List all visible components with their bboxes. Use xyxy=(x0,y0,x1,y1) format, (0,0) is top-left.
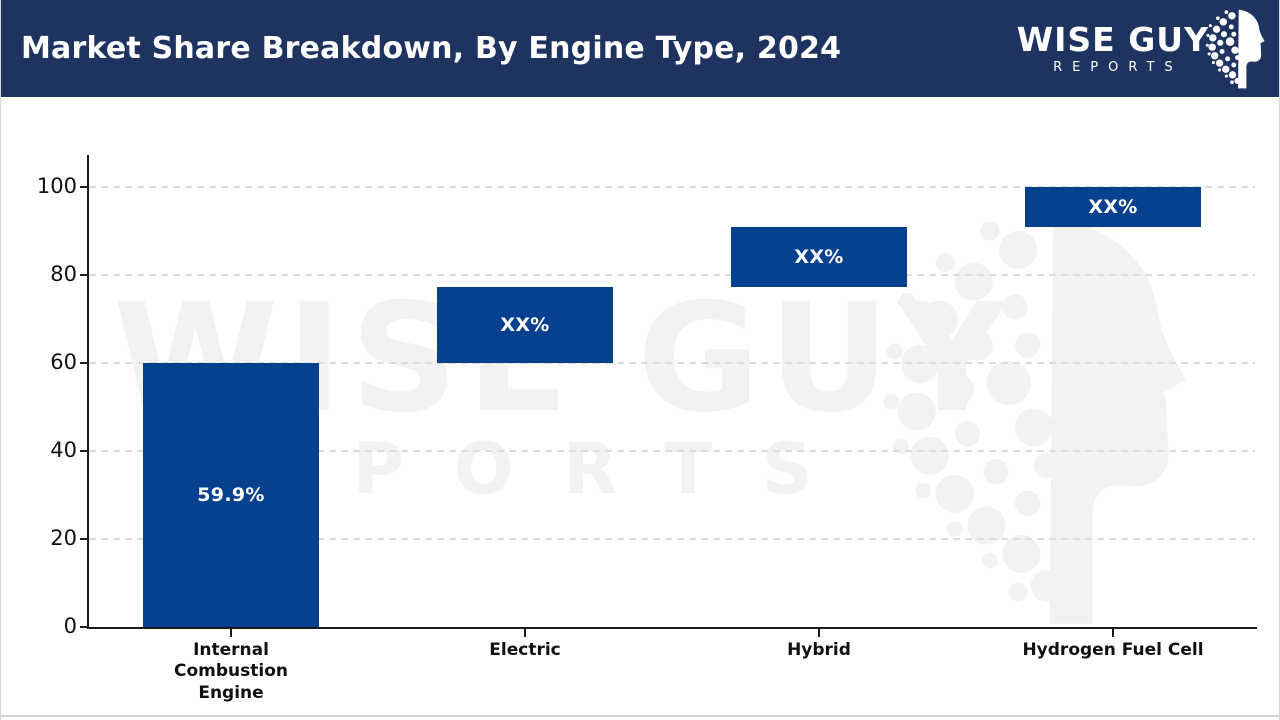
x-category-label: Hybrid xyxy=(787,640,851,660)
y-tick-label: 40 xyxy=(50,438,77,462)
x-tick-mark xyxy=(818,628,820,637)
waterfall-bar: XX% xyxy=(437,286,613,363)
brand-head-icon xyxy=(1205,9,1265,88)
x-category-label: Hydrogen Fuel Cell xyxy=(1022,640,1204,660)
brand-logo: WISE GUY REPORTS xyxy=(1017,7,1267,91)
y-gridline xyxy=(89,186,1255,188)
y-gridline xyxy=(89,450,1255,452)
header-bar: Market Share Breakdown, By Engine Type, … xyxy=(1,0,1279,97)
y-tick-mark xyxy=(80,186,89,188)
y-tick-label: 20 xyxy=(50,526,77,550)
y-tick-label: 60 xyxy=(50,350,77,374)
y-gridline xyxy=(89,538,1255,540)
waterfall-bar: XX% xyxy=(1025,187,1201,228)
waterfall-bar: 59.9% xyxy=(143,363,319,627)
x-tick-mark xyxy=(524,628,526,637)
bar-value-label: XX% xyxy=(500,313,550,336)
bar-value-label: XX% xyxy=(1088,196,1138,219)
brand-logo-text: WISE GUY REPORTS xyxy=(1017,23,1209,75)
y-tick-mark xyxy=(80,538,89,540)
brand-subname: REPORTS xyxy=(1053,59,1183,75)
y-tick-label: 80 xyxy=(50,262,77,286)
y-tick-mark xyxy=(80,274,89,276)
x-tick-mark xyxy=(230,628,232,637)
y-tick-mark xyxy=(80,450,89,452)
y-tick-label: 0 xyxy=(63,614,77,638)
x-axis-line xyxy=(87,627,1257,629)
y-tick-mark xyxy=(80,362,89,364)
x-category-label: Internal Combustion Engine xyxy=(174,640,288,703)
brand-name: WISE GUY xyxy=(1016,19,1209,59)
chart-title: Market Share Breakdown, By Engine Type, … xyxy=(21,31,842,66)
waterfall-bar: XX% xyxy=(731,227,907,287)
y-gridline xyxy=(89,362,1255,364)
y-axis-line xyxy=(87,155,89,628)
bar-value-label: XX% xyxy=(794,245,844,268)
x-category-label: Electric xyxy=(489,640,561,660)
y-gridline xyxy=(89,274,1255,276)
x-tick-mark xyxy=(1112,628,1114,637)
y-tick-label: 100 xyxy=(36,174,77,198)
bar-value-label: 59.9% xyxy=(197,484,265,507)
y-tick-mark xyxy=(80,626,89,628)
